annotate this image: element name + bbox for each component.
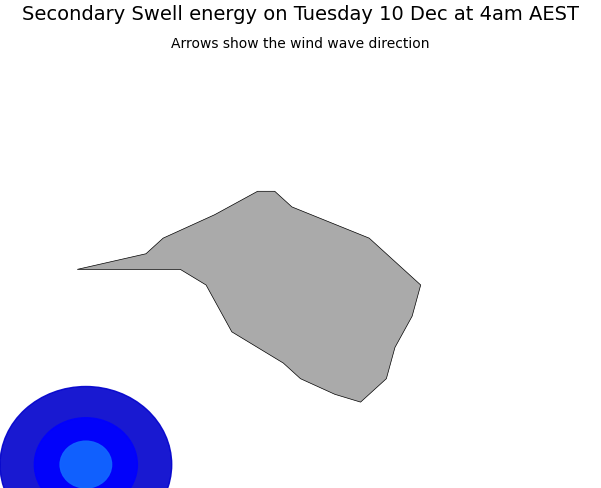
Circle shape (34, 418, 138, 488)
Text: Secondary Swell energy on Tuesday 10 Dec at 4am AEST: Secondary Swell energy on Tuesday 10 Dec… (22, 5, 579, 24)
Circle shape (60, 441, 112, 488)
Polygon shape (78, 191, 421, 402)
Text: Arrows show the wind wave direction: Arrows show the wind wave direction (171, 37, 430, 51)
Circle shape (0, 386, 172, 488)
